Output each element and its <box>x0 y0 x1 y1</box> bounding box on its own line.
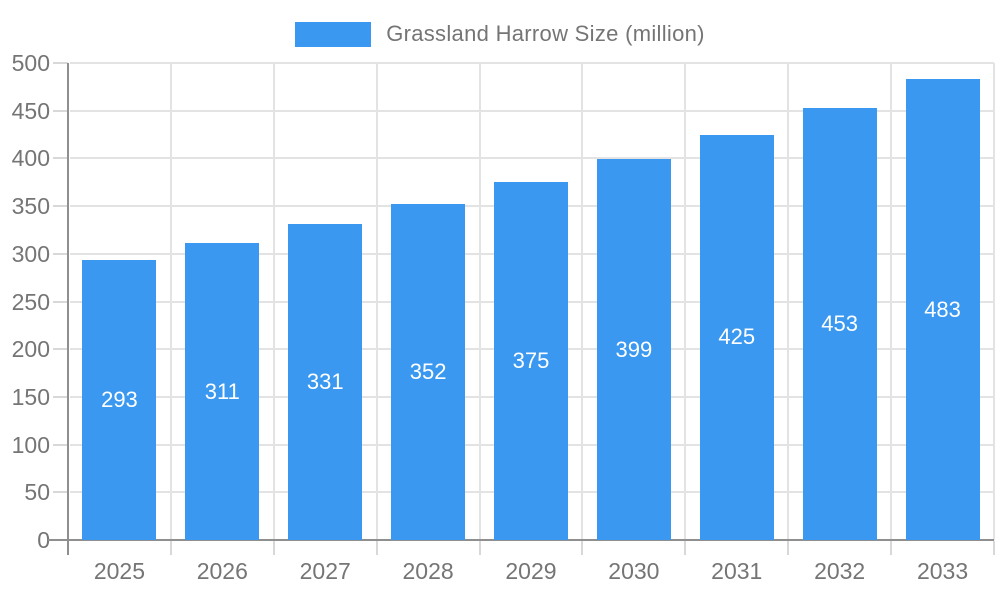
x-tick <box>375 541 378 555</box>
legend-label: Grassland Harrow Size (million) <box>386 21 705 46</box>
bar-2028[interactable]: 352 <box>391 204 466 540</box>
bar-value-label: 352 <box>409 359 447 385</box>
y-axis-label: 100 <box>11 431 50 458</box>
gridline-horizontal <box>70 109 994 112</box>
bar-2033[interactable]: 483 <box>905 79 980 540</box>
y-axis-label: 300 <box>11 240 50 267</box>
y-axis-label: 200 <box>11 336 50 363</box>
gridline-vertical <box>684 63 687 540</box>
gridline-vertical <box>272 63 275 540</box>
x-axis-label: 2031 <box>711 558 763 584</box>
y-tick <box>53 157 68 160</box>
y-axis-label: 50 <box>24 479 50 506</box>
gridline-vertical <box>787 63 790 540</box>
x-tick <box>169 541 172 555</box>
y-tick <box>53 443 68 446</box>
y-tick <box>53 62 68 64</box>
bar-value-label: 483 <box>924 296 961 322</box>
bar-value-label: 331 <box>306 369 344 395</box>
gridline-horizontal <box>70 157 994 160</box>
x-axis-label: 2028 <box>402 558 454 584</box>
legend-swatch <box>295 21 372 47</box>
x-tick <box>787 541 790 555</box>
x-tick <box>684 541 687 555</box>
x-tick <box>890 541 893 555</box>
x-axis-label: 2033 <box>916 558 969 584</box>
y-axis-label: 0 <box>37 527 50 553</box>
y-tick <box>53 252 68 255</box>
y-tick <box>53 491 68 494</box>
x-axis-label: 2025 <box>93 558 146 584</box>
bar-2025[interactable]: 293 <box>82 260 157 540</box>
bar-2027[interactable]: 331 <box>288 224 363 540</box>
gridline-vertical <box>169 63 172 540</box>
bar-value-label: 453 <box>821 310 859 336</box>
bar-2030[interactable]: 399 <box>596 159 671 540</box>
y-axis-label: 450 <box>11 97 50 124</box>
gridline-vertical <box>993 63 995 540</box>
gridline-vertical <box>375 63 378 540</box>
gridline-vertical <box>478 63 481 540</box>
x-tick <box>272 541 275 555</box>
bar-2029[interactable]: 375 <box>494 182 568 540</box>
bar-value-label: 399 <box>615 336 653 362</box>
bar-2031[interactable]: 425 <box>699 134 774 540</box>
x-tick <box>581 541 584 555</box>
bar-value-label: 311 <box>204 378 240 404</box>
y-tick <box>53 395 68 398</box>
y-axis-label: 350 <box>11 193 50 220</box>
bar-value-label: 375 <box>512 348 550 374</box>
x-axis-label: 2026 <box>196 558 248 584</box>
y-tick <box>53 205 68 208</box>
x-axis-label: 2032 <box>814 558 866 584</box>
gridline-vertical <box>890 63 893 540</box>
x-axis-label: 2027 <box>299 558 351 584</box>
y-tick <box>53 348 68 351</box>
y-axis-label: 150 <box>11 383 50 410</box>
gridline-vertical <box>581 63 584 540</box>
x-axis-line <box>48 539 994 541</box>
y-axis-label: 250 <box>11 288 50 315</box>
x-tick <box>993 541 995 555</box>
x-axis-label: 2030 <box>608 558 660 584</box>
y-axis-label: 500 <box>11 50 50 76</box>
bar-2026[interactable]: 311 <box>185 243 260 540</box>
bar-value-label: 425 <box>718 324 756 350</box>
x-axis-label: 2029 <box>505 558 557 584</box>
bar-value-label: 293 <box>101 387 138 413</box>
x-tick <box>478 541 481 555</box>
bar-2032[interactable]: 453 <box>802 107 877 540</box>
legend[interactable]: Grassland Harrow Size (million) <box>0 19 1000 49</box>
y-axis-label: 400 <box>11 145 50 172</box>
y-tick <box>53 109 68 112</box>
gridline-horizontal <box>70 62 994 64</box>
y-axis-line <box>67 63 69 555</box>
y-tick <box>53 300 68 303</box>
